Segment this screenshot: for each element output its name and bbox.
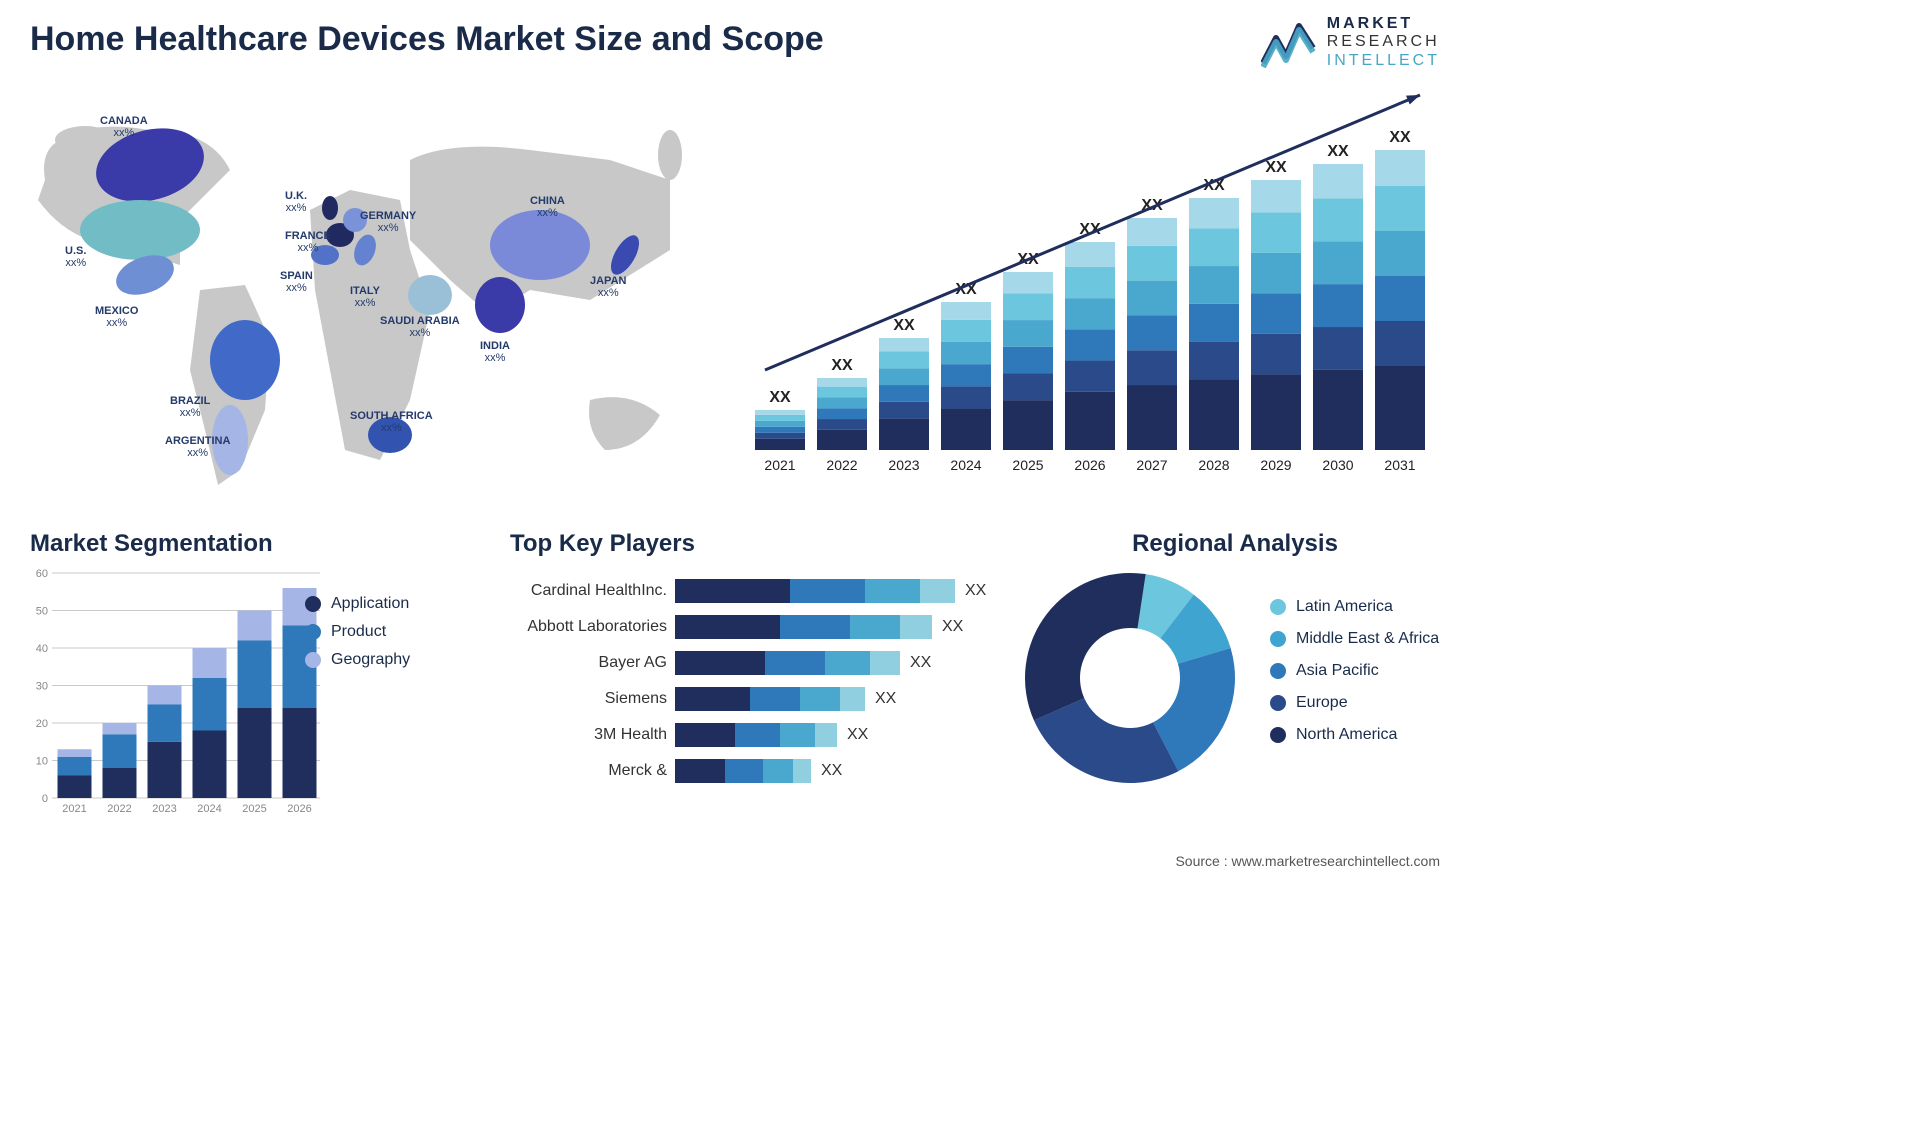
player-row: Merck & XX	[510, 756, 995, 786]
player-row: Abbott Laboratories XX	[510, 612, 995, 642]
svg-text:0: 0	[42, 793, 48, 805]
player-name: Cardinal HealthInc.	[510, 582, 675, 600]
seg-legend-item: Application	[305, 595, 410, 613]
svg-text:30: 30	[36, 681, 48, 693]
player-bar	[675, 687, 865, 711]
svg-text:XX: XX	[1327, 143, 1349, 160]
svg-text:2029: 2029	[1260, 457, 1291, 473]
player-row: Bayer AG XX	[510, 648, 995, 678]
svg-text:2030: 2030	[1322, 457, 1353, 473]
world-map: CANADAxx% U.S.xx% MEXICOxx% BRAZILxx% ARGENT…	[30, 90, 710, 530]
svg-text:2026: 2026	[287, 803, 311, 815]
map-label-france: FRANCExx%	[285, 230, 331, 254]
player-name: Bayer AG	[510, 654, 675, 672]
player-value: XX	[942, 618, 963, 636]
player-row: 3M Health XX	[510, 720, 995, 750]
svg-text:10: 10	[36, 756, 48, 768]
map-label-u-k-: U.K.xx%	[285, 190, 307, 214]
map-label-china: CHINAxx%	[530, 195, 565, 219]
player-name: Merck &	[510, 762, 675, 780]
svg-text:XX: XX	[769, 389, 791, 406]
logo-line3: INTELLECT	[1327, 52, 1440, 70]
growth-chart-svg: XX2021XX2022XX2023XX2024XX2025XX2026XX20…	[740, 90, 1440, 485]
player-value: XX	[910, 654, 931, 672]
svg-text:2022: 2022	[826, 457, 857, 473]
player-row: Siemens XX	[510, 684, 995, 714]
svg-text:2021: 2021	[62, 803, 86, 815]
player-name: Siemens	[510, 690, 675, 708]
player-value: XX	[821, 762, 842, 780]
regional-panel: Regional Analysis Latin America Middle Ea…	[1020, 530, 1450, 788]
logo-icon	[1261, 18, 1317, 68]
svg-text:XX: XX	[1265, 159, 1287, 176]
svg-text:2022: 2022	[107, 803, 131, 815]
player-bar	[675, 615, 932, 639]
map-label-canada: CANADAxx%	[100, 115, 148, 139]
svg-text:2026: 2026	[1074, 457, 1105, 473]
regional-title: Regional Analysis	[1020, 530, 1450, 558]
svg-text:2025: 2025	[1012, 457, 1043, 473]
regional-legend-item: North America	[1270, 726, 1439, 744]
svg-text:60: 60	[36, 568, 48, 580]
svg-text:40: 40	[36, 643, 48, 655]
map-label-brazil: BRAZILxx%	[170, 395, 210, 419]
map-label-u-s-: U.S.xx%	[65, 245, 86, 269]
player-bar	[675, 759, 811, 783]
svg-text:2031: 2031	[1384, 457, 1415, 473]
map-label-south-africa: SOUTH AFRICAxx%	[350, 410, 433, 434]
growth-chart: XX2021XX2022XX2023XX2024XX2025XX2026XX20…	[740, 90, 1440, 485]
brand-logo: MARKET RESEARCH INTELLECT	[1261, 15, 1440, 70]
player-bar	[675, 651, 900, 675]
players-panel: Top Key Players Cardinal HealthInc.XXAbb…	[510, 530, 995, 792]
svg-text:2025: 2025	[242, 803, 266, 815]
svg-text:2021: 2021	[764, 457, 795, 473]
regional-legend-item: Middle East & Africa	[1270, 630, 1439, 648]
player-row: Cardinal HealthInc. XX	[510, 576, 995, 606]
player-bar	[675, 723, 837, 747]
player-name: 3M Health	[510, 726, 675, 744]
map-label-spain: SPAINxx%	[280, 270, 313, 294]
player-name: Abbott Laboratories	[510, 618, 675, 636]
logo-line1: MARKET	[1327, 15, 1440, 33]
logo-line2: RESEARCH	[1327, 33, 1440, 51]
seg-legend-item: Geography	[305, 651, 410, 669]
svg-text:XX: XX	[831, 357, 853, 374]
player-bar	[675, 579, 955, 603]
segmentation-legend: Application Product Geography	[305, 595, 410, 679]
players-title: Top Key Players	[510, 530, 995, 558]
player-value: XX	[965, 582, 986, 600]
svg-text:20: 20	[36, 718, 48, 730]
map-label-germany: GERMANYxx%	[360, 210, 416, 234]
svg-text:2023: 2023	[152, 803, 176, 815]
map-label-mexico: MEXICOxx%	[95, 305, 138, 329]
regional-donut	[1020, 568, 1240, 788]
svg-text:2024: 2024	[950, 457, 981, 473]
svg-text:XX: XX	[893, 317, 915, 334]
source-text: Source : www.marketresearchintellect.com	[1175, 853, 1440, 869]
regional-legend: Latin America Middle East & Africa Asia Pa…	[1270, 598, 1439, 758]
map-label-japan: JAPANxx%	[590, 275, 626, 299]
regional-legend-item: Latin America	[1270, 598, 1439, 616]
svg-text:2028: 2028	[1198, 457, 1229, 473]
svg-text:2023: 2023	[888, 457, 919, 473]
map-label-saudi-arabia: SAUDI ARABIAxx%	[380, 315, 460, 339]
svg-text:2024: 2024	[197, 803, 221, 815]
svg-text:2027: 2027	[1136, 457, 1167, 473]
map-label-argentina: ARGENTINAxx%	[165, 435, 230, 459]
map-label-italy: ITALYxx%	[350, 285, 380, 309]
seg-legend-item: Product	[305, 623, 410, 641]
segmentation-chart: 0 10 20 30 40 50 60 2021 2022 2023 2024 2025 2026	[30, 558, 320, 820]
svg-text:50: 50	[36, 606, 48, 618]
player-value: XX	[875, 690, 896, 708]
regional-legend-item: Asia Pacific	[1270, 662, 1439, 680]
segmentation-panel: Market Segmentation 0 10 20 30 40 50 60 2021 202…	[30, 530, 480, 825]
player-value: XX	[847, 726, 868, 744]
regional-legend-item: Europe	[1270, 694, 1439, 712]
map-label-india: INDIAxx%	[480, 340, 510, 364]
svg-text:XX: XX	[1389, 129, 1411, 146]
segmentation-title: Market Segmentation	[30, 530, 480, 558]
page-title: Home Healthcare Devices Market Size and …	[30, 20, 824, 59]
